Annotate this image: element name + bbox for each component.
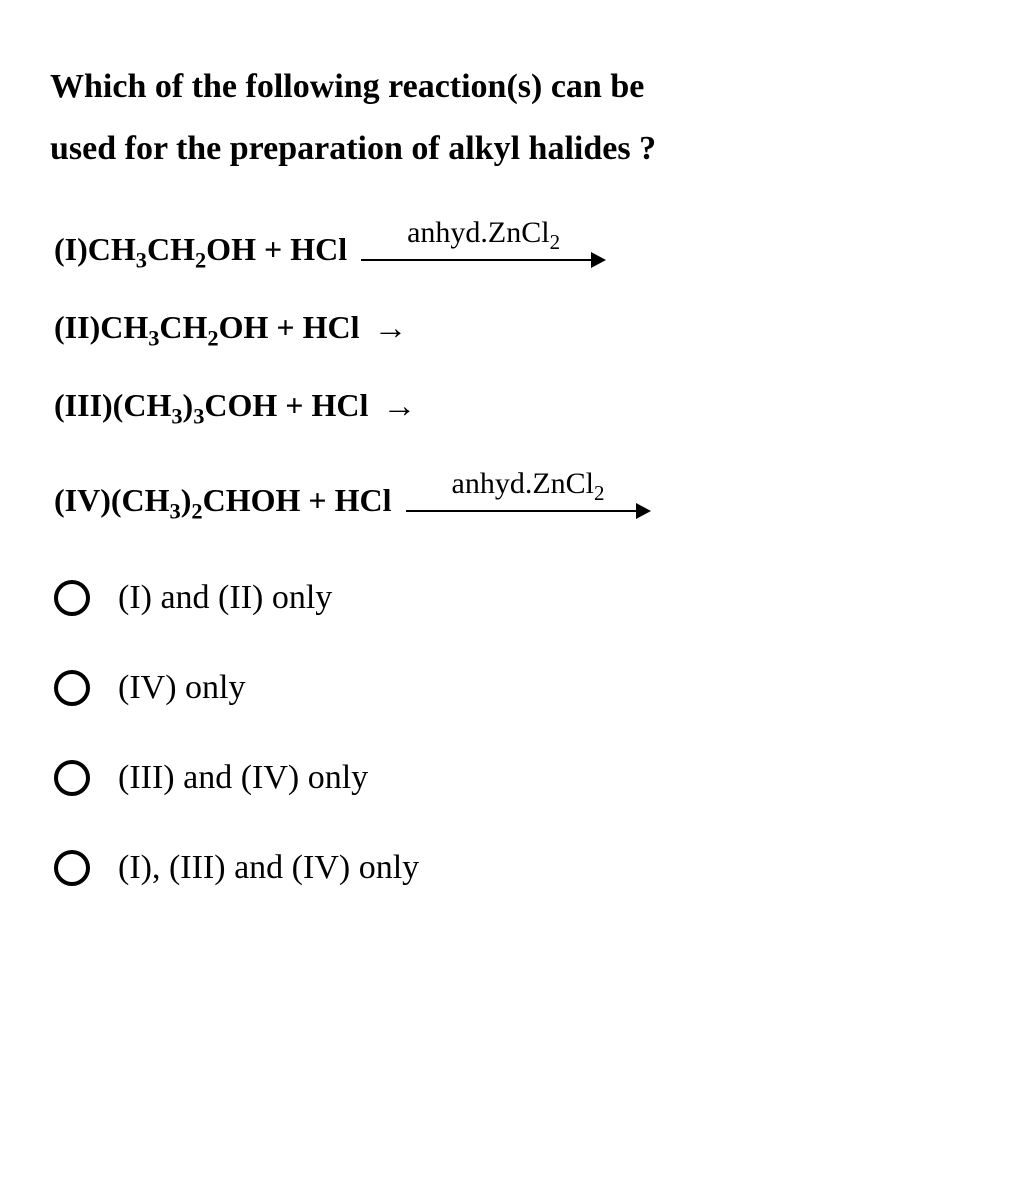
- option-b[interactable]: (IV) only: [54, 669, 974, 707]
- right-arrow-long-icon: [406, 503, 651, 519]
- radio-unchecked-icon: [54, 580, 90, 616]
- reaction-4-number: (IV): [54, 482, 111, 519]
- question-stem-line1: Which of the following reaction(s) can b…: [50, 60, 974, 114]
- option-a-text: (I) and (II) only: [118, 579, 332, 617]
- radio-unchecked-icon: [54, 760, 90, 796]
- reaction-4: (IV) (CH3)2CHOH + HCl anhyd.ZnCl2: [54, 444, 974, 519]
- option-b-text: (IV) only: [118, 669, 245, 707]
- reaction-4-arrow-label: anhyd.ZnCl2: [406, 469, 651, 503]
- reaction-4-reactants: (CH3)2CHOH + HCl: [111, 482, 392, 519]
- radio-unchecked-icon: [54, 670, 90, 706]
- reaction-3: (III) (CH3)3COH + HCl →: [54, 366, 974, 424]
- reaction-1-number: (I): [54, 231, 88, 268]
- reaction-2: (II) CH3CH2OH + HCl →: [54, 288, 974, 346]
- question-stem-line2: used for the preparation of alkyl halide…: [50, 122, 974, 176]
- reaction-4-arrow: anhyd.ZnCl2: [406, 469, 651, 519]
- reaction-3-reactants: (CH3)3COH + HCl: [113, 387, 369, 424]
- right-arrow-long-icon: [361, 252, 606, 268]
- right-arrow-icon: →: [374, 312, 408, 346]
- option-d[interactable]: (I), (III) and (IV) only: [54, 849, 974, 887]
- reaction-2-number: (II): [54, 309, 100, 346]
- right-arrow-icon: →: [382, 390, 416, 424]
- reaction-3-number: (III): [54, 387, 113, 424]
- option-a[interactable]: (I) and (II) only: [54, 579, 974, 617]
- option-d-text: (I), (III) and (IV) only: [118, 849, 419, 887]
- answer-options: (I) and (II) only (IV) only (III) and (I…: [54, 579, 974, 887]
- option-c[interactable]: (III) and (IV) only: [54, 759, 974, 797]
- option-c-text: (III) and (IV) only: [118, 759, 368, 797]
- reaction-list: (I) CH3CH2OH + HCl anhyd.ZnCl2 (II) CH3C…: [54, 193, 974, 519]
- reaction-1-arrow: anhyd.ZnCl2: [361, 218, 606, 268]
- radio-unchecked-icon: [54, 850, 90, 886]
- reaction-1-arrow-label: anhyd.ZnCl2: [361, 218, 606, 252]
- reaction-1-reactants: CH3CH2OH + HCl: [88, 231, 347, 268]
- reaction-2-reactants: CH3CH2OH + HCl: [100, 309, 359, 346]
- reaction-1: (I) CH3CH2OH + HCl anhyd.ZnCl2: [54, 193, 974, 268]
